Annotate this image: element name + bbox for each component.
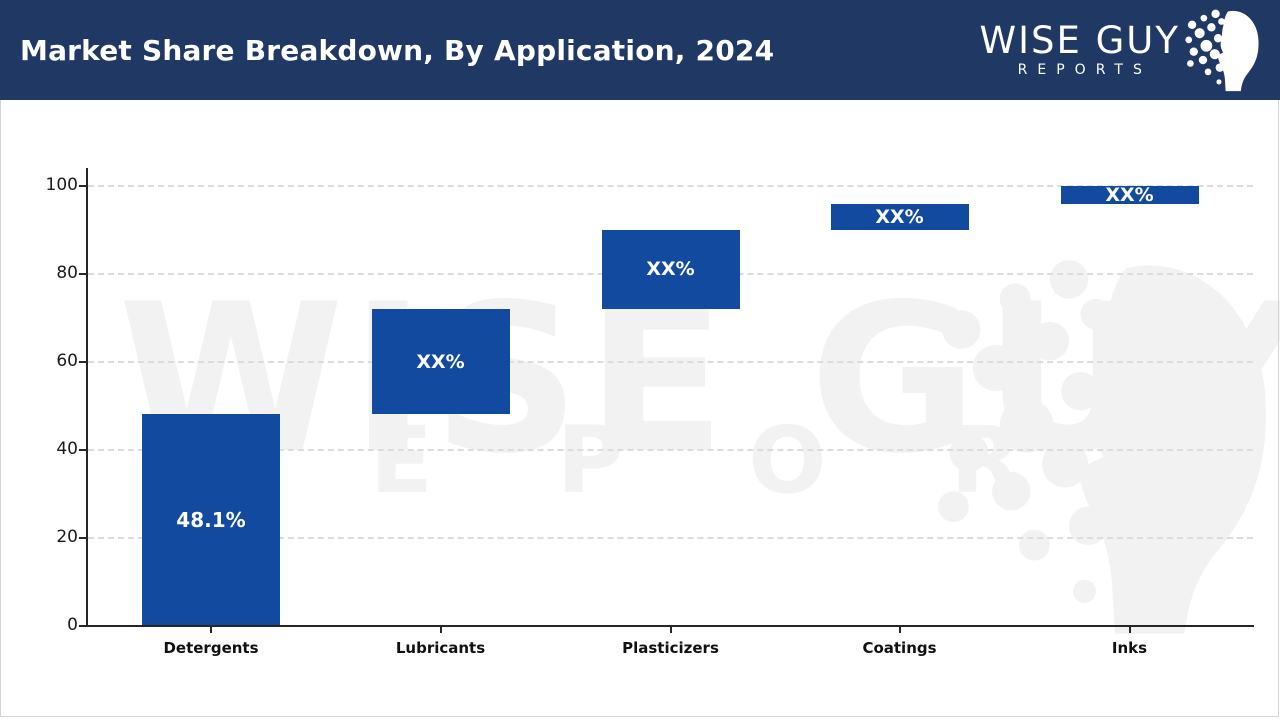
x-axis-line bbox=[86, 625, 1254, 627]
bar-value-label-inks: XX% bbox=[1105, 183, 1154, 206]
bar-value-label-plasticizers: XX% bbox=[646, 258, 695, 281]
header-bar: Market Share Breakdown, By Application, … bbox=[0, 0, 1280, 100]
wise-guy-reports-logo: WISE GUY REPORTS bbox=[980, 6, 1266, 94]
chart-canvas: WISE GUY R E P O R T S 02040608010048.1%… bbox=[0, 100, 1280, 720]
x-category-label-inks: Inks bbox=[1111, 639, 1148, 657]
x-tick-mark-plasticizers bbox=[669, 627, 672, 633]
gridline-100 bbox=[88, 185, 1253, 187]
x-category-label-detergents: Detergents bbox=[163, 639, 259, 657]
y-tick-label-100: 100 bbox=[45, 175, 78, 195]
y-tick-mark-20 bbox=[79, 537, 86, 539]
gridline-60 bbox=[88, 361, 1253, 363]
bar-detergents: 48.1% bbox=[142, 414, 280, 626]
chart-title: Market Share Breakdown, By Application, … bbox=[20, 33, 775, 67]
logo-face-icon bbox=[1185, 9, 1259, 92]
y-tick-label-0: 0 bbox=[67, 615, 78, 635]
y-tick-label-40: 40 bbox=[56, 439, 78, 459]
x-tick-mark-lubricants bbox=[439, 627, 442, 633]
gridline-40 bbox=[88, 449, 1253, 451]
bar-coatings: XX% bbox=[830, 203, 969, 230]
bar-lubricants: XX% bbox=[371, 308, 510, 415]
y-tick-mark-0 bbox=[79, 625, 86, 627]
y-tick-label-20: 20 bbox=[56, 527, 78, 547]
y-tick-mark-100 bbox=[79, 185, 86, 187]
bar-value-label-detergents: 48.1% bbox=[176, 508, 246, 533]
x-category-label-plasticizers: Plasticizers bbox=[622, 639, 719, 657]
watermark-face-icon bbox=[930, 260, 1266, 634]
bar-plasticizers: XX% bbox=[601, 230, 740, 309]
x-tick-mark-inks bbox=[1128, 627, 1131, 633]
logo-text: WISE GUY REPORTS bbox=[980, 22, 1180, 78]
gridline-20 bbox=[88, 537, 1253, 539]
x-tick-mark-coatings bbox=[898, 627, 901, 633]
bar-value-label-lubricants: XX% bbox=[416, 350, 465, 373]
x-category-label-coatings: Coatings bbox=[862, 639, 937, 657]
x-category-label-lubricants: Lubricants bbox=[395, 639, 486, 657]
logo-wordmark: WISE GUY bbox=[979, 19, 1180, 62]
y-tick-mark-60 bbox=[79, 361, 86, 363]
y-tick-label-60: 60 bbox=[56, 351, 78, 371]
y-tick-label-80: 80 bbox=[56, 263, 78, 283]
y-tick-mark-40 bbox=[79, 449, 86, 451]
x-tick-mark-detergents bbox=[210, 627, 212, 633]
y-axis-line bbox=[86, 168, 88, 626]
y-tick-mark-80 bbox=[79, 273, 86, 275]
bar-value-label-coatings: XX% bbox=[875, 205, 924, 228]
logo-subtitle: REPORTS bbox=[1017, 62, 1152, 78]
bar-inks: XX% bbox=[1060, 183, 1199, 206]
